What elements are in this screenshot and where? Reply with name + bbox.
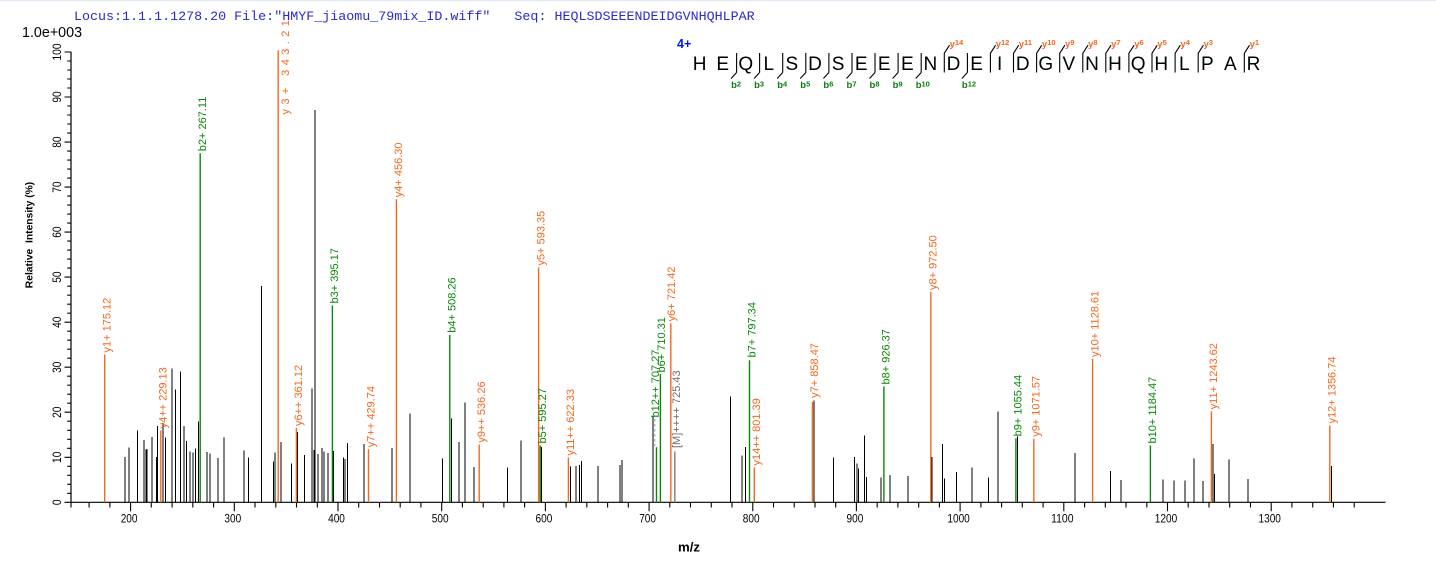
- svg-text:y6+ 721.42: y6+ 721.42: [666, 267, 678, 322]
- svg-text:200: 200: [121, 514, 138, 526]
- svg-text:[M]++++ 725.43: [M]++++ 725.43: [671, 370, 683, 448]
- svg-text:b3: b3: [754, 80, 764, 92]
- svg-text:y10+ 1128.61: y10+ 1128.61: [1089, 291, 1101, 357]
- svg-text:b2+ 267.11: b2+ 267.11: [197, 97, 209, 152]
- svg-text:y12+ 1356.74: y12+ 1356.74: [1327, 357, 1339, 424]
- svg-text:H: H: [693, 54, 707, 75]
- svg-text:b6+ 710.31: b6+ 710.31: [656, 317, 668, 372]
- svg-text:10: 10: [50, 452, 64, 463]
- svg-text:D: D: [1016, 54, 1030, 75]
- svg-text:y1+ 175.12: y1+ 175.12: [102, 298, 114, 353]
- svg-text:y5: y5: [1157, 38, 1166, 50]
- svg-text:E: E: [901, 54, 914, 75]
- svg-text:b8+ 926.37: b8+ 926.37: [881, 329, 893, 384]
- svg-text:N: N: [1085, 54, 1099, 75]
- svg-text:E: E: [878, 54, 891, 75]
- svg-text:b9: b9: [893, 80, 903, 92]
- svg-text:800: 800: [743, 514, 760, 526]
- svg-text:y9: y9: [1065, 38, 1074, 50]
- svg-text:b5+ 595.27: b5+ 595.27: [537, 388, 549, 443]
- svg-text:70: 70: [50, 181, 64, 192]
- svg-text:L: L: [1179, 54, 1190, 75]
- svg-text:y8: y8: [1088, 38, 1097, 50]
- svg-text:S: S: [832, 54, 845, 75]
- svg-text:y4: y4: [1180, 38, 1190, 50]
- svg-text:m/z: m/z: [678, 540, 700, 555]
- svg-text:b6: b6: [823, 80, 833, 92]
- svg-text:E: E: [716, 54, 729, 75]
- svg-text:b12: b12: [962, 80, 976, 92]
- svg-text:60: 60: [50, 226, 64, 237]
- svg-text:90: 90: [50, 91, 64, 102]
- svg-text:y7++ 429.74: y7++ 429.74: [365, 386, 377, 447]
- svg-text:H: H: [1108, 54, 1122, 75]
- svg-text:Relative Intensity (%): Relative Intensity (%): [25, 182, 36, 288]
- svg-text:1300: 1300: [1259, 514, 1281, 526]
- svg-text:600: 600: [536, 514, 553, 526]
- svg-text:y11+ 1243.62: y11+ 1243.62: [1208, 343, 1220, 409]
- svg-text:I: I: [997, 54, 1002, 75]
- svg-text:Q: Q: [738, 54, 753, 75]
- svg-text:y7+ 858.47: y7+ 858.47: [809, 343, 821, 398]
- svg-text:40: 40: [50, 316, 64, 327]
- svg-text:H: H: [1154, 54, 1168, 75]
- svg-text:500: 500: [432, 514, 449, 526]
- svg-text:y4++ 229.13: y4++ 229.13: [158, 367, 170, 428]
- svg-text:b9+ 1055.44: b9+ 1055.44: [1013, 375, 1025, 436]
- svg-text:1200: 1200: [1155, 514, 1177, 526]
- svg-text:300: 300: [224, 514, 241, 526]
- svg-text:E: E: [970, 54, 983, 75]
- svg-text:400: 400: [328, 514, 345, 526]
- svg-text:y14++ 801.39: y14++ 801.39: [751, 398, 763, 465]
- svg-text:y8+ 972.50: y8+ 972.50: [928, 235, 940, 290]
- svg-text:0: 0: [50, 499, 64, 505]
- svg-text:b3+ 395.17: b3+ 395.17: [329, 248, 341, 303]
- svg-text:S: S: [786, 54, 799, 75]
- svg-text:V: V: [1063, 54, 1076, 75]
- svg-text:y3: y3: [1204, 38, 1213, 50]
- svg-text:P: P: [1201, 54, 1214, 75]
- svg-text:y11++ 622.33: y11++ 622.33: [565, 389, 577, 455]
- svg-text:30: 30: [50, 361, 64, 372]
- svg-text:900: 900: [847, 514, 864, 526]
- svg-text:A: A: [1224, 54, 1237, 75]
- svg-text:4+: 4+: [677, 37, 691, 51]
- svg-text:1.0e+003: 1.0e+003: [22, 25, 82, 41]
- svg-text:b4+ 508.26: b4+ 508.26: [447, 277, 459, 332]
- svg-text:b10: b10: [916, 80, 930, 92]
- svg-text:Locus:1.1.1.1278.20 File:"HMYF: Locus:1.1.1.1278.20 File:"HMYF_jiaomu_79…: [74, 10, 755, 25]
- svg-text:y3+ 343.21: y3+ 343.21: [280, 16, 292, 115]
- svg-text:b7+ 797.34: b7+ 797.34: [746, 302, 758, 357]
- svg-text:y6: y6: [1134, 38, 1143, 50]
- svg-text:N: N: [924, 54, 938, 75]
- svg-text:b2: b2: [731, 80, 741, 92]
- svg-text:b4: b4: [777, 80, 788, 92]
- svg-text:y5+ 593.35: y5+ 593.35: [535, 211, 547, 266]
- svg-text:b10+ 1184.47: b10+ 1184.47: [1147, 377, 1159, 444]
- svg-text:y4+ 456.30: y4+ 456.30: [393, 142, 405, 197]
- svg-text:y9+ 1071.57: y9+ 1071.57: [1031, 376, 1043, 437]
- svg-text:y1: y1: [1250, 38, 1259, 50]
- svg-text:D: D: [947, 54, 961, 75]
- svg-text:100: 100: [50, 43, 64, 60]
- svg-text:1100: 1100: [1051, 514, 1073, 526]
- svg-text:L: L: [764, 54, 775, 75]
- svg-text:700: 700: [639, 514, 656, 526]
- svg-text:D: D: [808, 54, 822, 75]
- svg-text:50: 50: [50, 271, 64, 282]
- svg-text:1000: 1000: [947, 514, 969, 526]
- svg-text:b12++ 707.27: b12++ 707.27: [650, 350, 662, 418]
- svg-text:Q: Q: [1131, 54, 1146, 75]
- svg-text:b5: b5: [800, 80, 810, 92]
- svg-text:y7: y7: [1111, 38, 1120, 50]
- svg-text:G: G: [1038, 54, 1053, 75]
- svg-text:y6++ 361.12: y6++ 361.12: [293, 365, 305, 426]
- svg-text:E: E: [855, 54, 868, 75]
- svg-text:b8: b8: [870, 80, 880, 92]
- svg-text:b7: b7: [847, 80, 857, 92]
- svg-text:20: 20: [50, 406, 64, 417]
- svg-text:80: 80: [50, 136, 64, 147]
- svg-text:R: R: [1247, 54, 1261, 75]
- svg-text:y9++ 536.26: y9++ 536.26: [476, 381, 488, 442]
